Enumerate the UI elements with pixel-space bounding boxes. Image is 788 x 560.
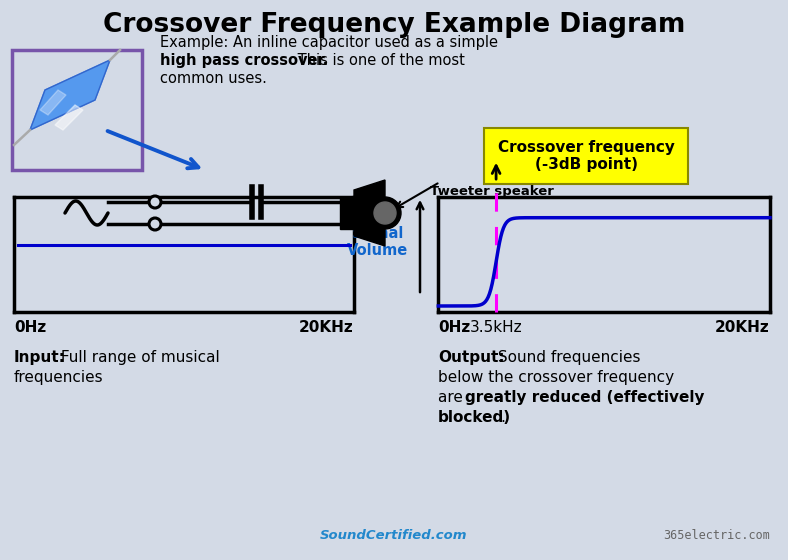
Text: .: . xyxy=(500,410,505,425)
Text: Output:: Output: xyxy=(438,350,504,365)
Text: Crossover Frequency Example Diagram: Crossover Frequency Example Diagram xyxy=(102,12,686,38)
Text: 3.5kHz: 3.5kHz xyxy=(470,320,522,335)
Text: 0Hz: 0Hz xyxy=(14,320,46,335)
Text: high pass crossover.: high pass crossover. xyxy=(160,53,329,68)
Circle shape xyxy=(369,197,401,229)
Polygon shape xyxy=(55,105,83,130)
Text: Tweeter speaker: Tweeter speaker xyxy=(430,185,554,198)
Bar xyxy=(340,197,354,229)
Polygon shape xyxy=(40,90,66,115)
Text: Signal
Volume: Signal Volume xyxy=(347,226,408,258)
Circle shape xyxy=(149,196,161,208)
Text: 20KHz: 20KHz xyxy=(716,320,770,335)
Circle shape xyxy=(374,202,396,224)
Text: Full range of musical: Full range of musical xyxy=(56,350,220,365)
FancyBboxPatch shape xyxy=(484,128,688,184)
Text: are: are xyxy=(438,390,468,405)
Circle shape xyxy=(149,218,161,230)
Text: 20KHz: 20KHz xyxy=(299,320,354,335)
Polygon shape xyxy=(30,60,110,130)
FancyBboxPatch shape xyxy=(12,50,142,170)
Polygon shape xyxy=(354,180,385,246)
Text: 365electric.com: 365electric.com xyxy=(663,529,770,542)
Text: common uses.: common uses. xyxy=(160,71,267,86)
Text: Crossover frequency
(-3dB point): Crossover frequency (-3dB point) xyxy=(498,140,675,172)
Text: SoundCertified.com: SoundCertified.com xyxy=(320,529,468,542)
Text: below the crossover frequency: below the crossover frequency xyxy=(438,370,674,385)
Text: This is one of the most: This is one of the most xyxy=(293,53,465,68)
Text: Example: An inline capacitor used as a simple: Example: An inline capacitor used as a s… xyxy=(160,35,498,50)
Text: 0Hz: 0Hz xyxy=(438,320,470,335)
Text: blocked): blocked) xyxy=(438,410,511,425)
Text: Sound frequencies: Sound frequencies xyxy=(493,350,641,365)
Text: frequencies: frequencies xyxy=(14,370,104,385)
Text: greatly reduced (effectively: greatly reduced (effectively xyxy=(465,390,704,405)
Text: Input:: Input: xyxy=(14,350,66,365)
